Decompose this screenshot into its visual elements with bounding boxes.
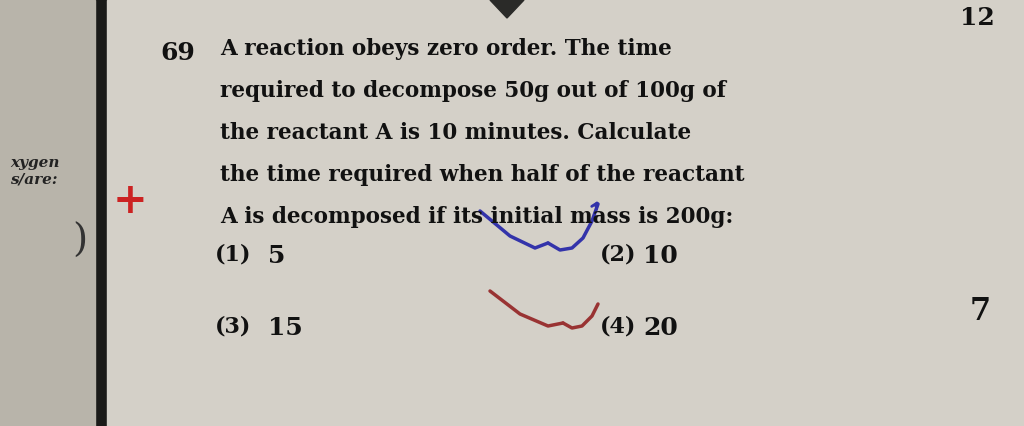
Text: ): ): [72, 222, 87, 259]
Polygon shape: [490, 0, 524, 18]
Text: (2): (2): [600, 244, 637, 266]
Text: A is decomposed if its initial mass is 200g:: A is decomposed if its initial mass is 2…: [220, 206, 733, 228]
Text: the reactant A is 10 minutes. Calculate: the reactant A is 10 minutes. Calculate: [220, 122, 691, 144]
Text: A reaction obeys zero order. The time: A reaction obeys zero order. The time: [220, 38, 672, 60]
Text: 5: 5: [268, 244, 286, 268]
Text: 20: 20: [643, 316, 678, 340]
Text: 10: 10: [643, 244, 678, 268]
Text: 15: 15: [268, 316, 303, 340]
Text: 7: 7: [970, 296, 991, 327]
Text: (3): (3): [215, 316, 251, 338]
Text: 12: 12: [961, 6, 994, 30]
Text: xygen
s/are:: xygen s/are:: [10, 156, 59, 186]
Bar: [106, 0, 1024, 426]
Text: required to decompose 50g out of 100g of: required to decompose 50g out of 100g of: [220, 80, 726, 102]
Text: (4): (4): [600, 316, 636, 338]
Bar: [95, 0, 106, 426]
Text: +: +: [113, 180, 147, 222]
Text: (1): (1): [215, 244, 252, 266]
Text: 69: 69: [160, 41, 195, 65]
Bar: [0, 0, 95, 426]
Text: the time required when half of the reactant: the time required when half of the react…: [220, 164, 744, 186]
